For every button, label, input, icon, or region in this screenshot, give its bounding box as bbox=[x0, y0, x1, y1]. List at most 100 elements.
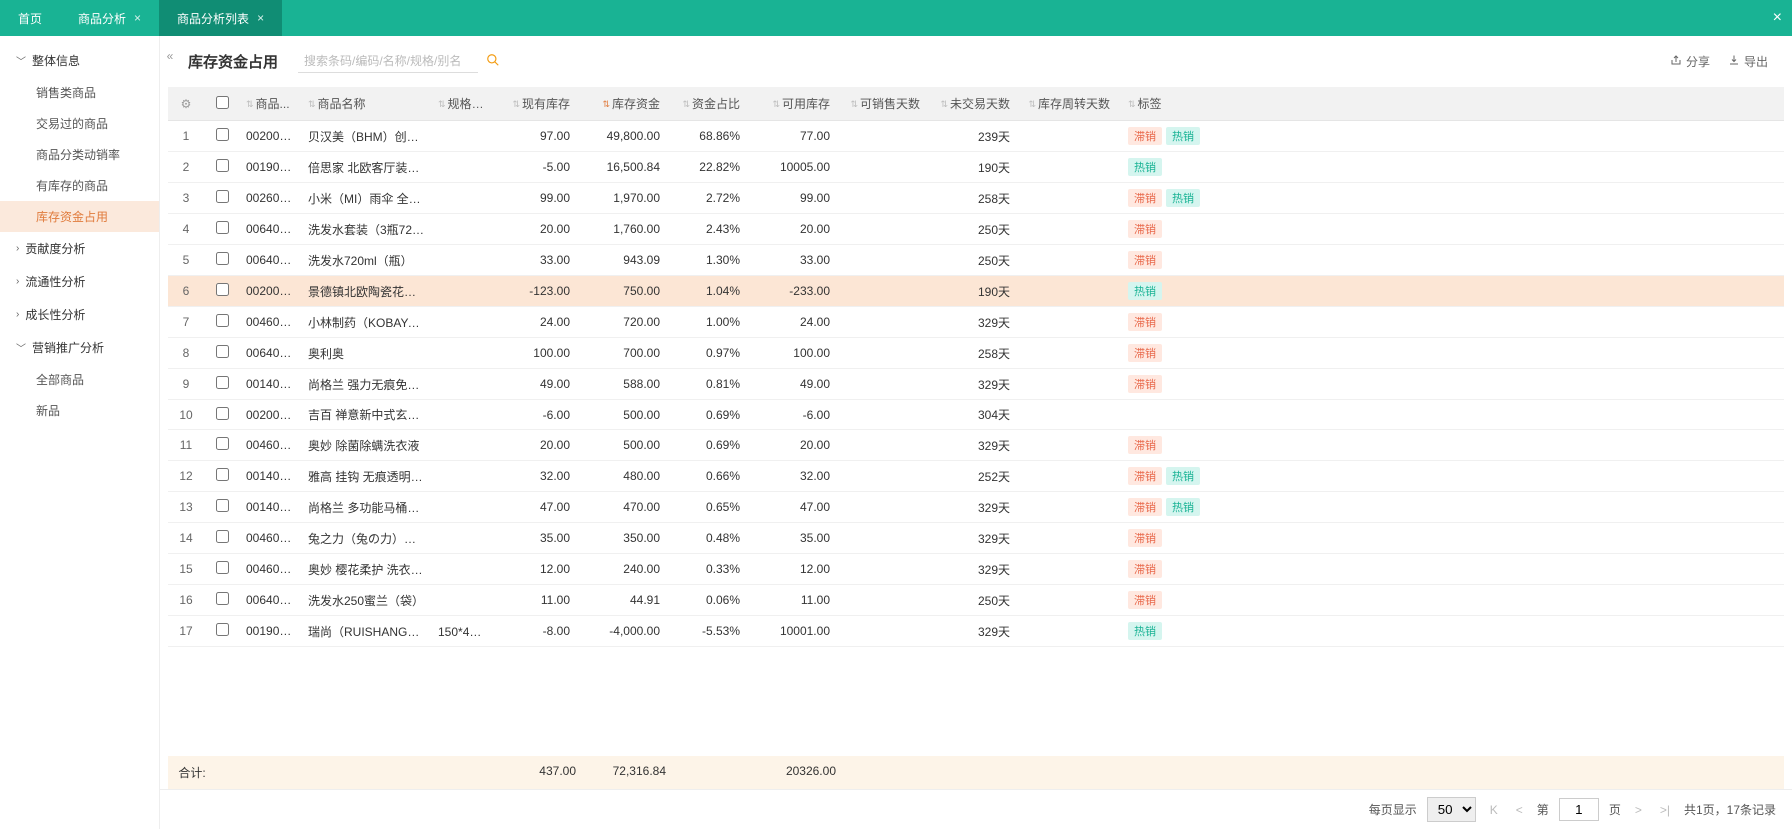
select-all-checkbox[interactable] bbox=[216, 96, 229, 109]
table-row[interactable]: 3002600...小米（MI）雨伞 全自动折叠99.001,970.002.7… bbox=[168, 183, 1784, 214]
tab-label: 首页 bbox=[18, 10, 42, 27]
table-row[interactable]: 4006400...洗发水套装（3瓶720ml+1）20.001,760.002… bbox=[168, 214, 1784, 245]
table-row[interactable]: 9001400...尚格兰 强力无痕免打孔浴室49.00588.000.81%4… bbox=[168, 369, 1784, 400]
table-row[interactable]: 17001900...瑞尚（RUISHANG）卧室150*40厘米-8.00-4… bbox=[168, 616, 1784, 647]
row-checkbox[interactable] bbox=[216, 345, 229, 358]
row-checkbox[interactable] bbox=[216, 561, 229, 574]
cell-avail: 12.00 bbox=[752, 554, 842, 585]
search-input[interactable] bbox=[298, 50, 478, 73]
cell-fund: 1,760.00 bbox=[582, 214, 672, 245]
cell-saledays bbox=[842, 492, 932, 523]
cell-avail: 33.00 bbox=[752, 245, 842, 276]
table-row[interactable]: 13001400...尚格兰 多功能马桶刷套装 带47.00470.000.65… bbox=[168, 492, 1784, 523]
sidebar-group[interactable]: ›流通性分析 bbox=[0, 265, 159, 298]
table-row[interactable]: 1002000...贝汉美（BHM）创意北欧97.0049,800.0068.8… bbox=[168, 121, 1784, 152]
close-icon[interactable]: × bbox=[257, 11, 264, 25]
cell-code: 001400... bbox=[240, 369, 302, 400]
cell-stock: 47.00 bbox=[492, 492, 582, 523]
cell-notrade: 239天 bbox=[932, 121, 1022, 152]
cell-notrade: 329天 bbox=[932, 369, 1022, 400]
cell-saledays bbox=[842, 121, 932, 152]
page-number-input[interactable] bbox=[1559, 798, 1599, 821]
next-page-button[interactable]: > bbox=[1631, 803, 1646, 817]
export-button[interactable]: 导出 bbox=[1728, 53, 1768, 70]
col-fund[interactable]: ⇅库存资金 bbox=[582, 87, 672, 121]
first-page-button[interactable]: K bbox=[1486, 803, 1502, 817]
collapse-sidebar-button[interactable]: « bbox=[160, 46, 180, 66]
cell-chk bbox=[204, 523, 240, 554]
sidebar-item[interactable]: 新品 bbox=[0, 395, 159, 426]
table-row[interactable]: 10002000...吉百 禅意新中式玄关摆件客-6.00500.000.69%… bbox=[168, 400, 1784, 430]
cell-spec bbox=[432, 307, 492, 338]
table-row[interactable]: 11004600...奥妙 除菌除螨洗衣液20.00500.000.69%20.… bbox=[168, 430, 1784, 461]
last-page-button[interactable]: >| bbox=[1656, 803, 1674, 817]
sidebar-item[interactable]: 全部商品 bbox=[0, 364, 159, 395]
table-row[interactable]: 5006400...洗发水720ml（瓶）33.00943.091.30%33.… bbox=[168, 245, 1784, 276]
row-checkbox[interactable] bbox=[216, 283, 229, 296]
col-turn[interactable]: ⇅库存周转天数 bbox=[1022, 87, 1122, 121]
row-checkbox[interactable] bbox=[216, 468, 229, 481]
cell-pct: -5.53% bbox=[672, 616, 752, 647]
table-row[interactable]: 2001900...倍思家 北欧客厅装饰画卧室-5.0016,500.8422.… bbox=[168, 152, 1784, 183]
col-stock[interactable]: ⇅现有库存 bbox=[492, 87, 582, 121]
table-row[interactable]: 12001400...雅高 挂钩 无痕透明粘钩 强32.00480.000.66… bbox=[168, 461, 1784, 492]
row-checkbox[interactable] bbox=[216, 159, 229, 172]
sidebar-group[interactable]: ﹀营销推广分析 bbox=[0, 331, 159, 364]
row-checkbox[interactable] bbox=[216, 314, 229, 327]
col-avail[interactable]: ⇅可用库存 bbox=[752, 87, 842, 121]
col-name[interactable]: ⇅商品名称 bbox=[302, 87, 432, 121]
row-checkbox[interactable] bbox=[216, 437, 229, 450]
cell-saledays bbox=[842, 400, 932, 430]
table-row[interactable]: 6002000...景德镇北欧陶瓷花瓶摆件 优-123.00750.001.04… bbox=[168, 276, 1784, 307]
cell-chk bbox=[204, 152, 240, 183]
col-code[interactable]: ⇅商品... bbox=[240, 87, 302, 121]
close-all-tabs-button[interactable]: × bbox=[1773, 0, 1782, 36]
share-button[interactable]: 分享 bbox=[1670, 53, 1710, 70]
table-row[interactable]: 15004600...奥妙 樱花柔护 洗衣凝珠 1012.00240.000.3… bbox=[168, 554, 1784, 585]
col-spec[interactable]: ⇅规格型号 bbox=[432, 87, 492, 121]
row-checkbox[interactable] bbox=[216, 221, 229, 234]
sidebar-group[interactable]: ﹀整体信息 bbox=[0, 44, 159, 77]
row-checkbox[interactable] bbox=[216, 592, 229, 605]
table-row[interactable]: 14004600...兔之力（兔の力）粘毛器黏35.00350.000.48%3… bbox=[168, 523, 1784, 554]
cell-tags: 滞销 bbox=[1122, 307, 1784, 338]
tab-首页[interactable]: 首页 bbox=[0, 0, 60, 36]
row-checkbox[interactable] bbox=[216, 252, 229, 265]
sidebar-group-label: 成长性分析 bbox=[25, 306, 85, 323]
row-checkbox[interactable] bbox=[216, 407, 229, 420]
sidebar-item[interactable]: 库存资金占用 bbox=[0, 201, 159, 232]
sidebar-group[interactable]: ›贡献度分析 bbox=[0, 232, 159, 265]
gear-icon[interactable]: ⚙ bbox=[181, 97, 192, 111]
row-checkbox[interactable] bbox=[216, 499, 229, 512]
cell-chk bbox=[204, 183, 240, 214]
sidebar-item[interactable]: 商品分类动销率 bbox=[0, 139, 159, 170]
row-checkbox[interactable] bbox=[216, 190, 229, 203]
row-checkbox[interactable] bbox=[216, 623, 229, 636]
close-icon[interactable]: × bbox=[134, 11, 141, 25]
row-checkbox[interactable] bbox=[216, 128, 229, 141]
cell-fund: 1,970.00 bbox=[582, 183, 672, 214]
row-checkbox[interactable] bbox=[216, 376, 229, 389]
per-page-select[interactable]: 50 bbox=[1427, 797, 1476, 822]
sidebar-item[interactable]: 交易过的商品 bbox=[0, 108, 159, 139]
cell-saledays bbox=[842, 616, 932, 647]
tab-商品分析[interactable]: 商品分析× bbox=[60, 0, 159, 36]
sidebar-item[interactable]: 销售类商品 bbox=[0, 77, 159, 108]
table-row[interactable]: 8006400...奥利奥100.00700.000.97%100.00258天… bbox=[168, 338, 1784, 369]
sidebar-item[interactable]: 有库存的商品 bbox=[0, 170, 159, 201]
cell-code: 002000... bbox=[240, 121, 302, 152]
col-tags[interactable]: ⇅标签 bbox=[1122, 87, 1784, 121]
prev-page-button[interactable]: < bbox=[1512, 803, 1527, 817]
col-notrade[interactable]: ⇅未交易天数 bbox=[932, 87, 1022, 121]
cell-stock: -6.00 bbox=[492, 400, 582, 430]
search-icon[interactable] bbox=[486, 53, 500, 70]
cell-tags: 热销 bbox=[1122, 276, 1784, 307]
table-row[interactable]: 16006400...洗发水250蜜兰（袋）11.0044.910.06%11.… bbox=[168, 585, 1784, 616]
tab-商品分析列表[interactable]: 商品分析列表× bbox=[159, 0, 282, 36]
col-pct[interactable]: ⇅资金占比 bbox=[672, 87, 752, 121]
cell-turn bbox=[1022, 214, 1122, 245]
sidebar-group[interactable]: ›成长性分析 bbox=[0, 298, 159, 331]
col-saledays[interactable]: ⇅可销售天数 bbox=[842, 87, 932, 121]
table-row[interactable]: 7004600...小林制药（KOBAYASHI）日24.00720.001.0… bbox=[168, 307, 1784, 338]
row-checkbox[interactable] bbox=[216, 530, 229, 543]
